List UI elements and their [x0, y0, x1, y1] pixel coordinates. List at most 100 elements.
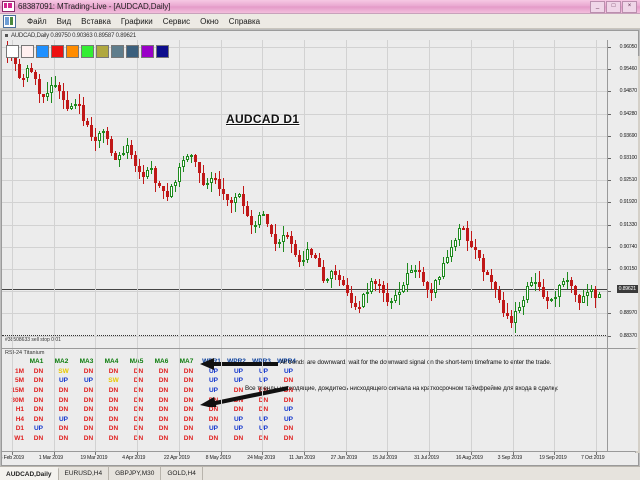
pending-order-line[interactable] [2, 335, 638, 336]
vertical-gridline [470, 349, 472, 451]
candle-body [290, 236, 293, 245]
time-axis-tick [345, 452, 347, 455]
candle-body [122, 153, 125, 156]
menu-item-charts[interactable]: Графики [120, 16, 153, 26]
time-axis-tick [137, 452, 139, 455]
chart-tab-audcad-daily[interactable]: AUDCAD,Daily [0, 467, 59, 480]
signal-cell-d1-ma2: DN [58, 425, 69, 433]
signal-cell-w1-wpr1: DN [208, 435, 219, 443]
candle-body [162, 186, 165, 192]
candle-body [58, 85, 61, 91]
signal-grid-row: W1 DN DN DN DN DN DN DN DN DN DN DN [4, 434, 301, 444]
price-axis-label: 0.93690 [619, 132, 638, 139]
price-axis-tick [608, 335, 611, 337]
menu-item-help[interactable]: Справка [228, 16, 261, 26]
candle-body [106, 130, 109, 140]
candle-body [354, 302, 357, 307]
candle-body [598, 293, 601, 298]
horizontal-gridline [2, 158, 638, 159]
signal-cell-5m-wpr4: DN [283, 377, 294, 385]
chart-window[interactable]: AUDCAD,Daily 0.89750 0.90363 0.89587 0.8… [1, 30, 639, 466]
symbol-ohlc-label: AUDCAD,Daily 0.89750 0.90363 0.89587 0.8… [11, 32, 136, 39]
vertical-gridline [95, 349, 97, 451]
timeframe-label-1m: 1M [14, 367, 24, 375]
candle-body [322, 266, 325, 281]
time-axis-label: 11 Jun 2019 [289, 455, 315, 461]
close-button[interactable]: × [622, 0, 637, 13]
candle-body [414, 269, 417, 272]
menu-item-insert[interactable]: Вставка [81, 16, 111, 26]
palette-swatch-10[interactable] [156, 45, 169, 58]
palette-swatch-8[interactable] [126, 45, 139, 58]
chart-tab-gold-h4[interactable]: GOLD,H4 [161, 467, 203, 480]
signal-cell-h1-ma2: DN [58, 406, 69, 414]
price-axis-tick [608, 158, 611, 159]
palette-swatch-3[interactable] [51, 45, 64, 58]
signal-cell-w1-ma1: DN [33, 435, 44, 443]
candle-wick [151, 161, 152, 174]
palette-swatch-6[interactable] [96, 45, 109, 58]
column-header-ma2: MA2 [54, 358, 69, 366]
collapse-icon[interactable] [5, 34, 8, 37]
palette-swatch-1[interactable] [21, 45, 34, 58]
signal-cell-d1-wpr3: UP [258, 425, 269, 433]
vertical-gridline [304, 40, 305, 348]
signal-grid-row: H1 DN DN DN DN DN DN DN DN DN DN UP [4, 405, 301, 415]
arrow-down-pointer-icon [200, 386, 288, 407]
palette-swatch-4[interactable] [66, 45, 79, 58]
menu-item-file[interactable]: Файл [27, 16, 47, 26]
candle-body [86, 120, 89, 126]
signal-cell-d1-ma1: UP [33, 425, 44, 433]
price-axis-label: 0.88970 [619, 310, 638, 317]
time-axis-tick [53, 452, 55, 455]
price-axis-label: 0.88370 [619, 332, 638, 339]
candle-body [194, 154, 197, 163]
chart-tab-gbpjpy-m30[interactable]: GBPJPY,M30 [109, 467, 162, 480]
candle-body [90, 125, 93, 138]
time-axis-label: 31 Jul 2019 [414, 455, 439, 461]
price-axis[interactable]: 0.96050 0.95460 0.94870 0.94280 0.93690 0.931… [607, 40, 638, 348]
maximize-button[interactable]: □ [606, 0, 621, 13]
palette-swatch-9[interactable] [141, 45, 154, 58]
signal-cell-15m-wpr2: DN [233, 387, 244, 395]
candle-body [438, 277, 441, 281]
signal-cell-w1-ma3: DN [83, 435, 94, 443]
candle-body [82, 104, 85, 121]
candle-body [462, 227, 465, 230]
timeframe-label-5m: 5M [14, 377, 24, 385]
vertical-gridline [512, 349, 514, 451]
price-pane[interactable]: AUDCAD D1 0.96050 0.95460 0.94870 0.94280 0.… [2, 40, 638, 348]
palette-swatch-7[interactable] [111, 45, 124, 58]
candle-body [546, 296, 549, 301]
candle-body [258, 214, 261, 225]
candle-body [494, 282, 497, 291]
menu-item-window[interactable]: Окно [200, 16, 219, 26]
candle-body [498, 290, 501, 300]
color-palette-toolbar[interactable] [6, 45, 169, 58]
candle-wick [231, 197, 232, 214]
chart-tab-eurusd-h4[interactable]: EURUSD,H4 [59, 467, 110, 480]
signal-cell-15m-wpr1: UP [208, 387, 219, 395]
minimize-button[interactable]: _ [590, 0, 605, 13]
palette-swatch-2[interactable] [36, 45, 49, 58]
candle-body [482, 257, 485, 272]
pane-divider[interactable] [2, 348, 638, 349]
candle-wick [255, 220, 256, 233]
palette-swatch-0[interactable] [6, 45, 19, 58]
horizontal-gridline [2, 113, 638, 115]
menu-item-tools[interactable]: Сервис [162, 16, 191, 26]
time-axis[interactable]: 13 Feb 2019 1 Mar 2019 19 Mar 2019 4 Apr 20… [2, 451, 638, 465]
time-axis-tick [95, 452, 97, 455]
horizontal-gridline [2, 135, 638, 137]
candle-body [386, 292, 389, 302]
signal-cell-h4-wpr2: UP [233, 415, 244, 423]
indicator-pane[interactable]: RSI-24 Titanium MA1 MA2 MA3 MA4 MA5 MA6 MA7 WPR… [2, 349, 638, 451]
candle-body [186, 155, 189, 161]
menu-item-view[interactable]: Вид [56, 16, 72, 26]
candle-body [406, 272, 409, 286]
candle-body [154, 167, 157, 183]
candle-body [314, 254, 317, 259]
signal-cell-1m-ma5: DN [133, 367, 144, 375]
palette-swatch-5[interactable] [81, 45, 94, 58]
candle-body [94, 137, 97, 141]
